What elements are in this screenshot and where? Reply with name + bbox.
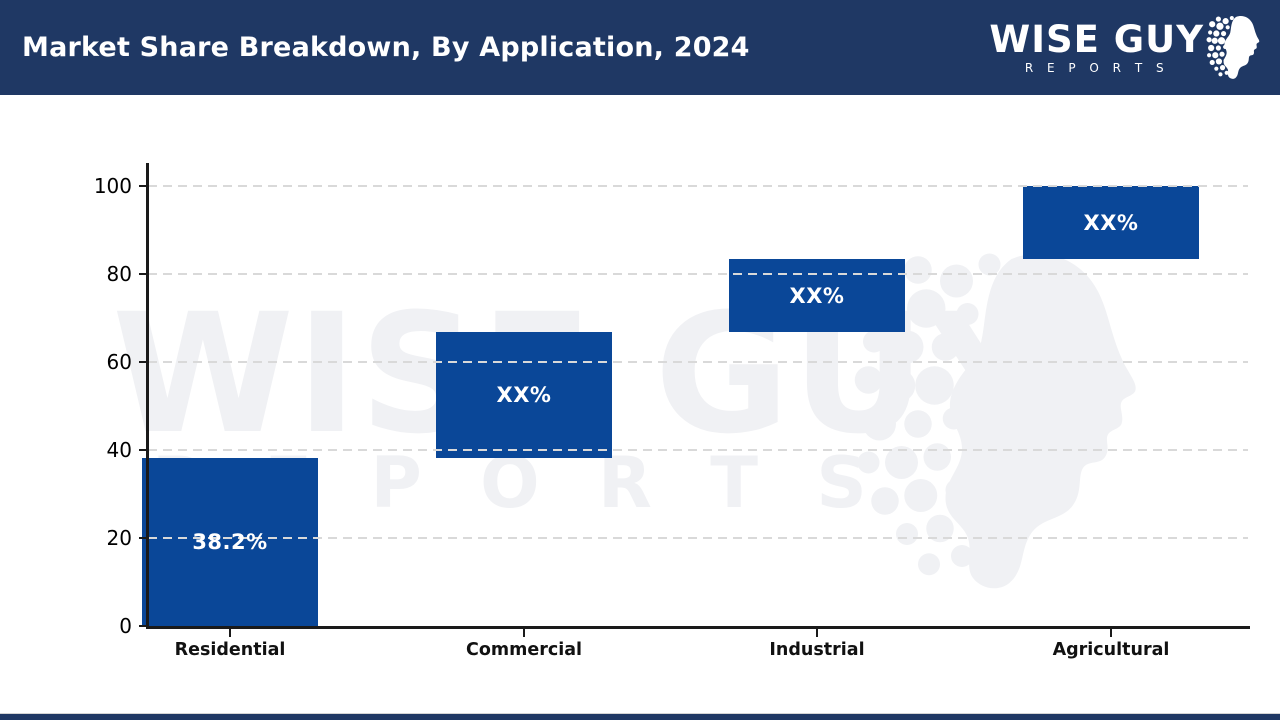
y-axis-tick-mark: [139, 537, 148, 539]
gridline-40: [148, 449, 1248, 451]
bar-industrial: [729, 259, 905, 333]
y-axis-tick-mark: [139, 361, 148, 363]
gridline-60: [148, 361, 1248, 363]
y-axis-tick-mark: [139, 625, 148, 627]
y-axis-tick-label: 40: [106, 438, 132, 462]
y-axis-spine: [146, 163, 149, 628]
bar-value-label: 38.2%: [192, 529, 268, 554]
x-axis-category-label: Commercial: [465, 640, 582, 660]
wiseguy-logo-wordmark: WISE GUY: [989, 17, 1204, 61]
bar-value-label: XX%: [1083, 210, 1139, 235]
bar-commercial: [436, 332, 612, 458]
y-axis-tick-mark: [139, 273, 148, 275]
y-axis-tick-label: 0: [119, 614, 132, 638]
chart-title: Market Share Breakdown, By Application, …: [22, 32, 750, 63]
y-axis-tick-label: 80: [106, 262, 132, 286]
x-axis-tick-mark: [229, 628, 231, 637]
x-axis-category-label: Agricultural: [1052, 640, 1170, 660]
x-axis-category-label: Industrial: [769, 640, 865, 660]
header-bar: Market Share Breakdown, By Application, …: [0, 0, 1280, 95]
gridline-80: [148, 273, 1248, 275]
y-axis-tick-mark: [139, 185, 148, 187]
bar-value-label: XX%: [789, 283, 845, 308]
gridline-20: [148, 537, 1248, 539]
y-axis-tick-label: 60: [106, 350, 132, 374]
footer-hairline: [0, 713, 1280, 714]
bar-agricultural: [1023, 186, 1199, 260]
wiseguy-face-icon: [1206, 10, 1268, 86]
bar-residential: [142, 457, 318, 626]
plot-area: WISE GUY R E P O R T S 0 20 40 60 80 100 38.2%…: [0, 95, 1280, 714]
y-axis-tick-label: 100: [93, 174, 132, 198]
gridline-100: [148, 185, 1248, 187]
y-axis-tick-mark: [139, 449, 148, 451]
wiseguy-logo: WISE GUY R E P O R T S: [989, 10, 1268, 86]
x-axis-tick-mark: [1110, 628, 1112, 637]
wiseguy-logo-reports: R E P O R T S: [1024, 60, 1169, 75]
y-axis-tick-label: 20: [106, 526, 132, 550]
bar-value-label: XX%: [496, 383, 552, 407]
x-axis-category-label: Residential: [174, 640, 286, 660]
wiseguy-logo-text: WISE GUY R E P O R T S: [989, 21, 1204, 75]
x-axis-tick-mark: [816, 628, 818, 637]
x-axis-spine: [146, 626, 1250, 629]
footer-bar: [0, 714, 1280, 720]
x-axis-tick-mark: [523, 628, 525, 637]
